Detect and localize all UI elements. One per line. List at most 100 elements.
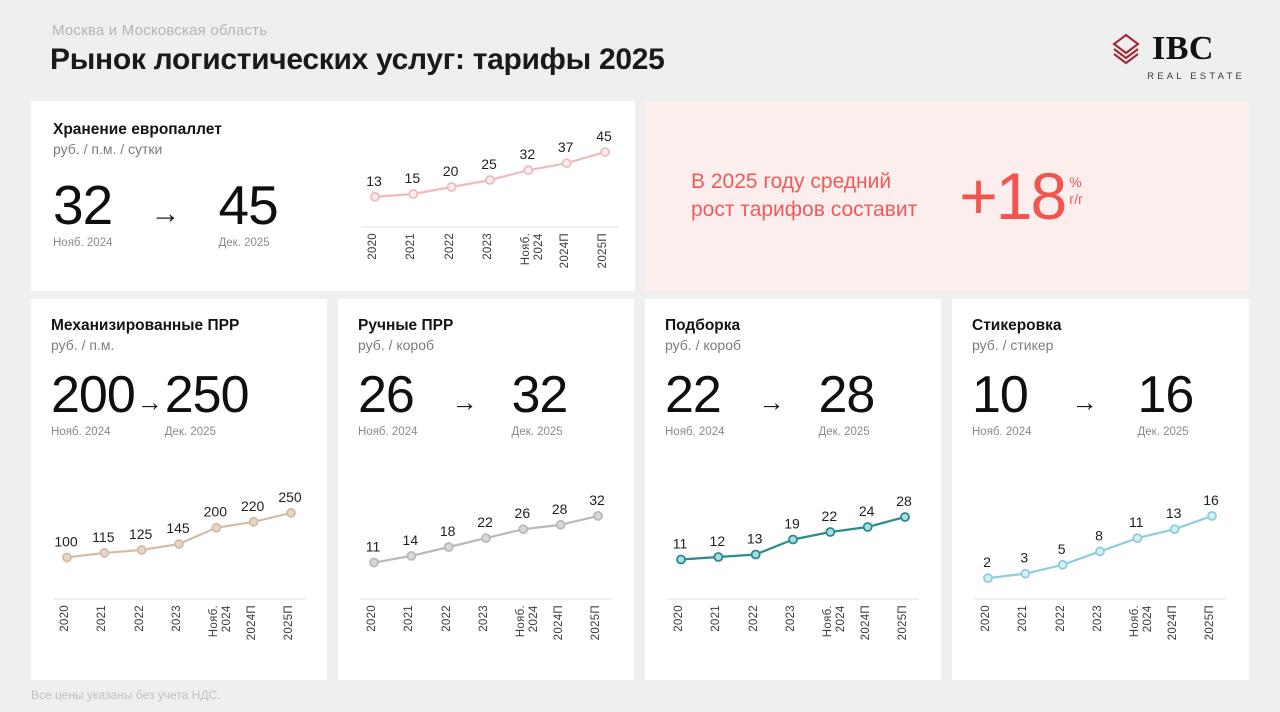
card-unit-mechanized-prr: руб. / п.м. <box>51 337 115 353</box>
axis-tick-label: 2024П <box>558 233 571 269</box>
axis-tick-label: 2021 <box>710 605 723 632</box>
axis-tick-label: 2024П <box>552 605 565 641</box>
svg-text:12: 12 <box>710 533 726 549</box>
arrow-icon-labeling: → <box>1071 387 1098 417</box>
svg-text:220: 220 <box>241 498 265 514</box>
svg-text:145: 145 <box>166 520 190 536</box>
arrow-icon-picking: → <box>758 387 785 417</box>
kpi-from-date-picking: Нояб. 2024 <box>665 426 725 439</box>
svg-text:8: 8 <box>1095 527 1103 543</box>
svg-text:14: 14 <box>403 532 419 548</box>
card-title-storage: Хранение европаллет <box>53 121 222 138</box>
svg-text:20: 20 <box>443 163 459 179</box>
axis-tick-label: 2025П <box>283 605 295 641</box>
axis-tick-label: 2023 <box>482 233 494 260</box>
kpi-from-value-storage: 32 <box>53 174 113 236</box>
kpi-picking: 22 Нояб. 2024 → 28 Дек. 2025 <box>665 366 876 439</box>
kpi-from-value-picking: 22 <box>665 366 722 424</box>
arrow-icon-storage: → <box>150 197 181 230</box>
axis-tick-label: 2022 <box>1054 605 1067 632</box>
arrow-icon-manual-prr: → <box>451 387 478 417</box>
logo-wordmark: IBC <box>1152 30 1214 67</box>
axis-tick-label: Нояб. 2024 <box>1129 605 1155 638</box>
svg-text:13: 13 <box>366 173 382 189</box>
highlight-text-line2: рост тарифов составит <box>691 198 918 221</box>
chart-manual-prr: 11 14 18 22 26 28 32 2020 2021 2022 2023 Нояб. 202… <box>360 477 612 640</box>
logo-tagline: REAL ESTATE <box>1147 71 1245 82</box>
axis-tick-label: 2023 <box>171 605 183 632</box>
kpi-from-value-manual-prr: 26 <box>358 366 415 424</box>
axis-tick-label: 2021 <box>96 605 109 632</box>
kpi-from-date-mechanized-prr: Нояб. 2024 <box>51 426 111 439</box>
kpi-to-date-mechanized-prr: Дек. 2025 <box>164 426 216 439</box>
ibc-logo: IBC REAL ESTATE <box>1107 30 1247 82</box>
svg-text:28: 28 <box>552 501 568 517</box>
axis-tick-label: 2024П <box>1166 605 1179 641</box>
card-labeling: Стикеровка руб. / стикер 10 Нояб. 2024 →… <box>952 299 1249 680</box>
chart-picking: 11 12 13 19 22 24 28 2020 2021 2022 2023 Нояб. 202… <box>667 477 919 640</box>
footer-note: Все цены указаны без учета НДС. <box>31 688 221 702</box>
axis-tick-label: 2023 <box>478 605 490 632</box>
chart-svg-mechanized-prr: 100 115 125 145 200 220 250 <box>53 489 305 600</box>
card-unit-storage: руб. / п.м. / сутки <box>53 141 163 157</box>
svg-text:125: 125 <box>129 526 153 542</box>
svg-text:200: 200 <box>204 504 228 520</box>
axis-tick-label: 2022 <box>443 233 456 260</box>
highlight-value-group: +18 % г/г <box>959 158 1084 233</box>
kpi-to-value-labeling: 16 <box>1137 366 1195 424</box>
card-unit-picking: руб. / короб <box>665 337 742 353</box>
highlight-unit-yoy: г/г <box>1069 191 1084 208</box>
kpi-mechanized-prr: 200 Нояб. 2024 → 250 Дек. 2025 <box>51 366 250 439</box>
card-title-labeling: Стикеровка <box>972 317 1062 334</box>
chart-storage: 13 15 20 25 32 37 45 2020 2021 2022 2023 Нояб. 202… <box>361 115 619 268</box>
chart-svg-manual-prr: 11 14 18 22 26 28 32 <box>360 492 612 600</box>
card-picking: Подборка руб. / короб 22 Нояб. 2024 → 28… <box>645 299 941 680</box>
page-header: Москва и Московская область Рынок логист… <box>0 0 1280 95</box>
axis-tick-label: 2025П <box>897 605 909 641</box>
svg-text:18: 18 <box>440 523 456 539</box>
axis-tick-label: 2025П <box>1204 605 1216 641</box>
kpi-to-date-picking: Дек. 2025 <box>818 426 870 439</box>
kpi-labeling: 10 Нояб. 2024 → 16 Дек. 2025 <box>972 366 1195 439</box>
kpi-from-date-storage: Нояб. 2024 <box>53 237 113 250</box>
axis-tick-label: Нояб. 2024 <box>822 605 848 638</box>
kpi-from-value-labeling: 10 <box>972 366 1029 424</box>
kpi-from-value-mechanized-prr: 200 <box>51 366 136 424</box>
chart-labeling: 2 3 5 8 11 13 16 2020 2021 2022 2023 Нояб. 2024 202… <box>974 477 1226 640</box>
svg-text:16: 16 <box>1203 492 1219 508</box>
kpi-storage: 32 Нояб. 2024 → 45 Дек. 2025 <box>53 174 279 250</box>
svg-text:11: 11 <box>673 536 688 552</box>
highlight-value: +18 <box>959 158 1067 233</box>
chart-svg-picking: 11 12 13 19 22 24 28 <box>667 493 919 600</box>
svg-text:45: 45 <box>596 128 612 144</box>
axis-tick-label: 2024П <box>859 605 872 641</box>
kpi-to-date-manual-prr: Дек. 2025 <box>511 426 563 439</box>
axis-tick-label: 2023 <box>785 605 797 632</box>
kpi-from-date-labeling: Нояб. 2024 <box>972 426 1032 439</box>
svg-text:32: 32 <box>589 492 605 508</box>
card-title-mechanized-prr: Механизированные ПРР <box>51 317 240 334</box>
card-title-manual-prr: Ручные ПРР <box>358 317 454 334</box>
highlight-unit-percent: % <box>1069 173 1082 190</box>
axis-tick-label: 2022 <box>440 605 453 632</box>
kpi-from-date-manual-prr: Нояб. 2024 <box>358 426 418 439</box>
axis-tick-label: 2021 <box>1017 605 1030 632</box>
svg-text:37: 37 <box>558 139 574 155</box>
svg-text:13: 13 <box>1166 505 1182 521</box>
kpi-to-value-picking: 28 <box>818 366 876 424</box>
axis-tick-label: 2020 <box>980 605 992 632</box>
page-title: Рынок логистических услуг: тарифы 2025 <box>50 43 665 76</box>
kpi-to-value-storage: 45 <box>218 174 279 236</box>
header-kicker: Москва и Московская область <box>52 22 268 39</box>
card-unit-labeling: руб. / стикер <box>972 337 1054 353</box>
svg-text:100: 100 <box>54 533 78 549</box>
axis-tick-label: 2021 <box>405 233 418 260</box>
svg-text:15: 15 <box>405 170 421 186</box>
svg-text:250: 250 <box>278 489 302 505</box>
axis-tick-label: Нояб. 2024 <box>520 233 546 266</box>
kpi-manual-prr: 26 Нояб. 2024 → 32 Дек. 2025 <box>358 366 568 439</box>
axis-tick-label: 2020 <box>673 605 685 632</box>
svg-text:115: 115 <box>92 529 115 545</box>
axis-tick-label: 2020 <box>59 605 71 632</box>
svg-text:11: 11 <box>1129 514 1144 530</box>
